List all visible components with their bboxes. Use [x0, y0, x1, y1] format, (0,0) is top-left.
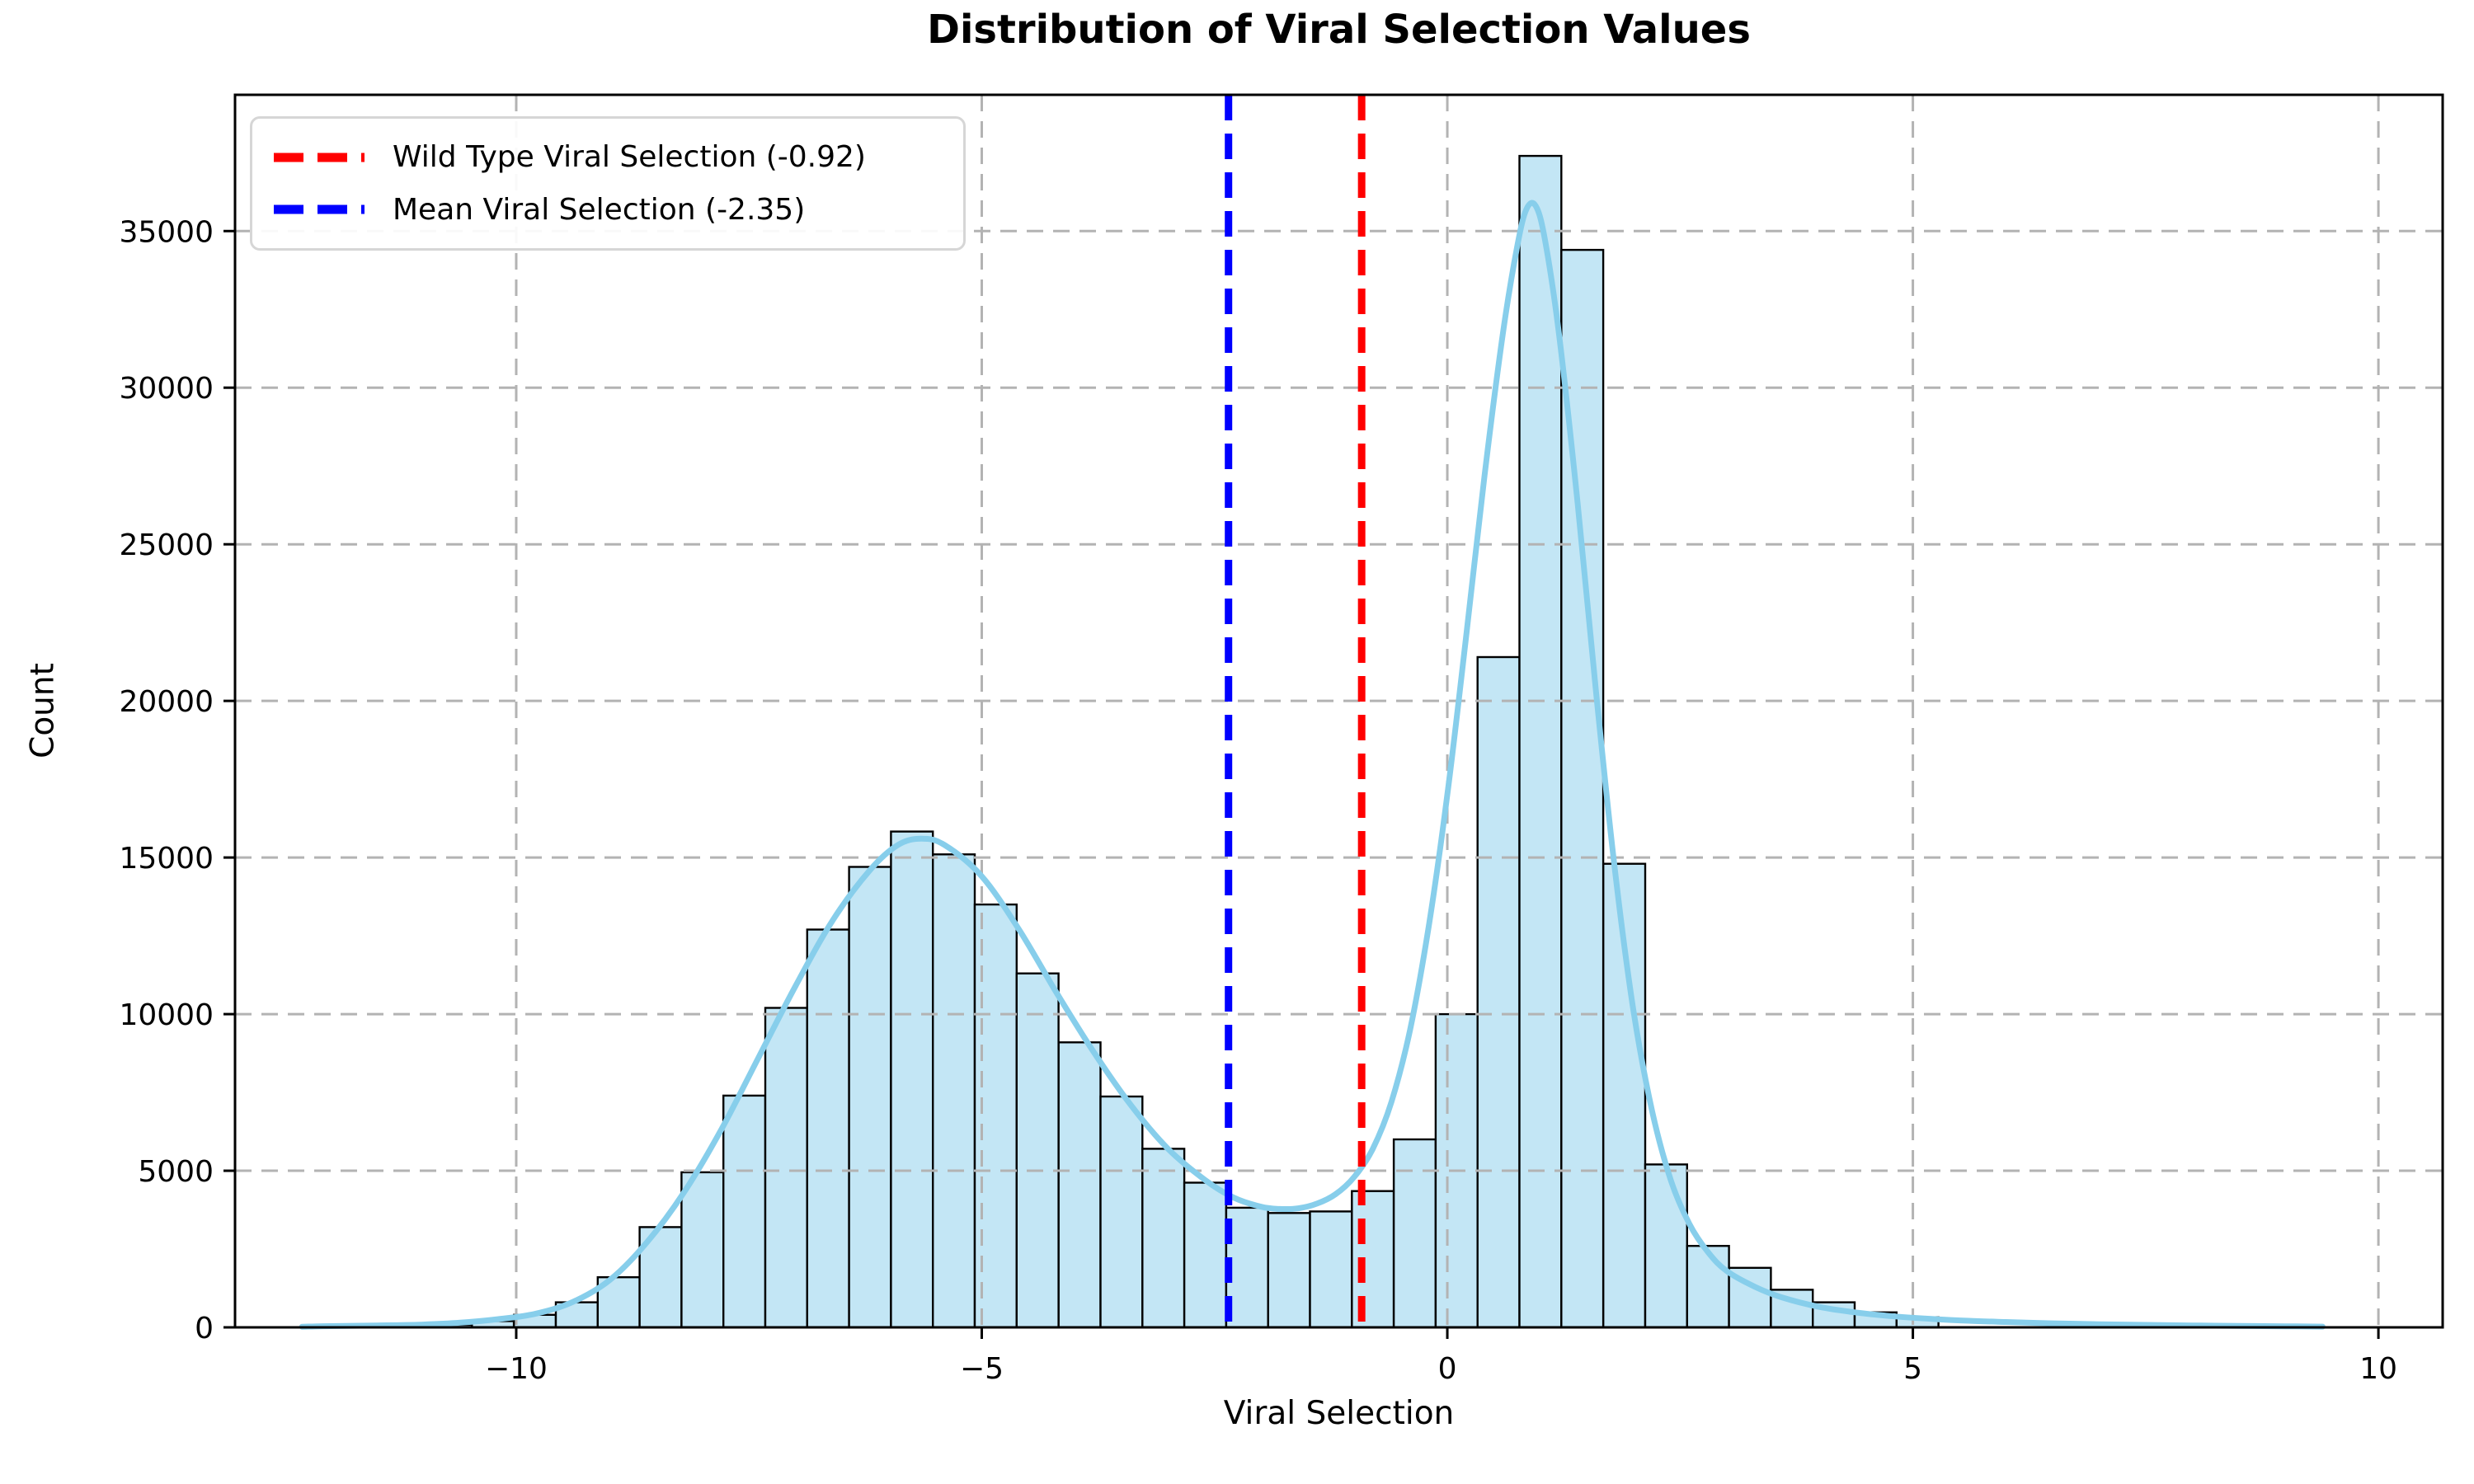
legend-label-wild-type: Wild Type Viral Selection (-0.92) — [393, 140, 866, 175]
y-tick-label-0: 0 — [195, 1312, 214, 1345]
histogram-bar — [722, 1094, 767, 1329]
x-axis-label: Viral Selection — [1223, 1395, 1455, 1432]
histogram-bar — [848, 866, 892, 1329]
y-tick-label-10000: 10000 — [119, 998, 214, 1032]
histogram-bar — [1099, 1095, 1144, 1329]
histogram-bar — [806, 928, 850, 1329]
histogram-bar — [1015, 972, 1060, 1329]
histogram-bar — [1141, 1148, 1186, 1329]
legend-item-mean: Mean Viral Selection (-2.35) — [274, 193, 942, 227]
y-tick-label-5000: 5000 — [138, 1155, 214, 1189]
x-tick-label--10: −10 — [485, 1352, 548, 1386]
histogram-bar — [890, 830, 934, 1329]
histogram-bar — [1225, 1206, 1269, 1329]
histogram-bar — [1686, 1244, 1730, 1329]
x-tick-label--5: −5 — [960, 1352, 1004, 1386]
wild-type-dashed-line-icon — [274, 153, 365, 162]
chart-title: Distribution of Viral Selection Values — [927, 7, 1751, 53]
legend-label-mean: Mean Viral Selection (-2.35) — [393, 192, 806, 227]
axes-spines — [233, 93, 2444, 1329]
histogram-bar — [1057, 1041, 1102, 1329]
histogram-bar — [1476, 655, 1521, 1329]
y-tick-label-30000: 30000 — [119, 372, 214, 406]
mean-dashed-line-icon — [274, 204, 365, 214]
histogram-bar — [931, 853, 976, 1329]
histogram-bar — [680, 1171, 725, 1329]
y-tick-label-20000: 20000 — [119, 685, 214, 719]
legend: Wild Type Viral Selection (-0.92) Mean V… — [250, 116, 966, 251]
y-axis-label: Count — [24, 663, 62, 758]
histogram-bar — [1267, 1212, 1311, 1329]
x-tick-label-0: 0 — [1438, 1352, 1457, 1386]
histogram-bar — [1518, 154, 1563, 1329]
y-tick-label-15000: 15000 — [119, 842, 214, 876]
x-tick-label-5: 5 — [1903, 1352, 1922, 1386]
y-tick-label-35000: 35000 — [119, 215, 214, 249]
kde-curve — [299, 200, 2326, 1330]
x-tick-label-10: 10 — [2359, 1352, 2397, 1386]
y-tick-label-25000: 25000 — [119, 528, 214, 562]
histogram-bar — [1183, 1181, 1228, 1329]
histogram-bar — [764, 1007, 808, 1329]
histogram-bar — [1392, 1138, 1437, 1329]
histogram-bar — [1309, 1210, 1353, 1329]
histogram-bar — [1644, 1163, 1688, 1329]
legend-item-wild-type: Wild Type Viral Selection (-0.92) — [274, 140, 942, 174]
